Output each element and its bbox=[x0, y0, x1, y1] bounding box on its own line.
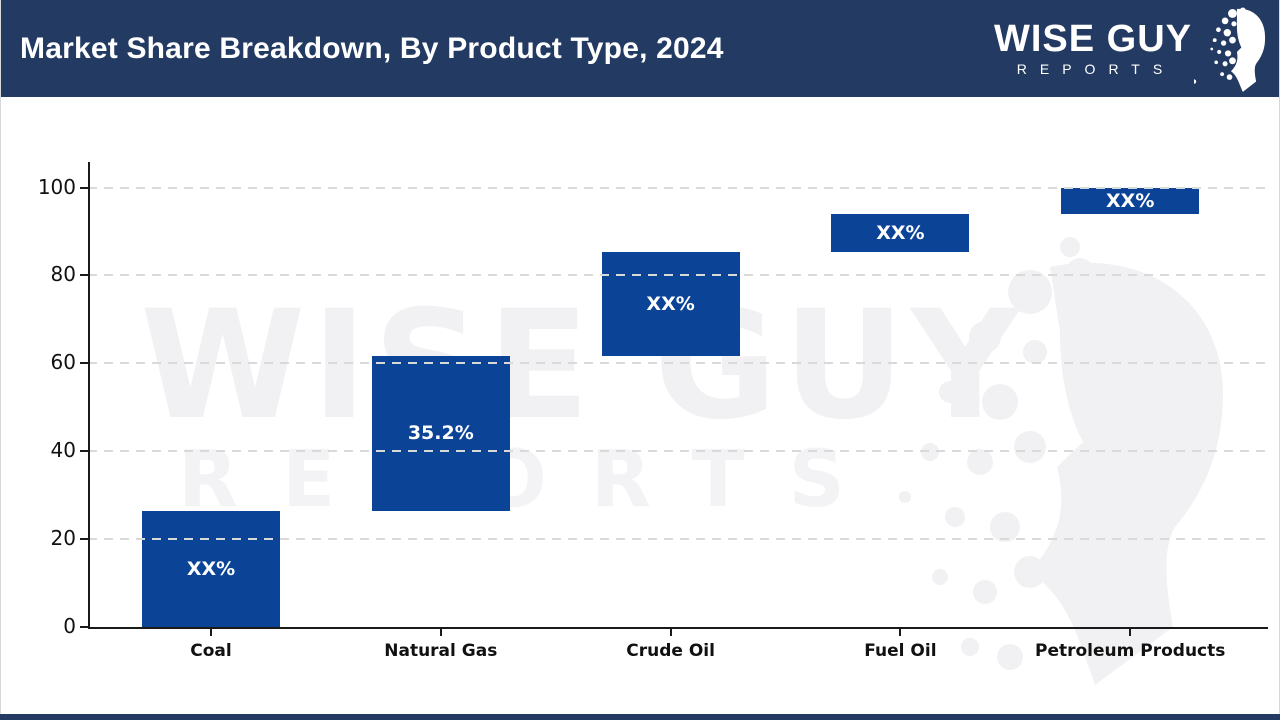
bar bbox=[1061, 187, 1200, 214]
bar bbox=[601, 251, 740, 356]
y-tick-label: 100 bbox=[37, 174, 76, 199]
y-tick-label: 0 bbox=[63, 614, 76, 638]
x-category-label: Coal bbox=[190, 641, 232, 661]
bar bbox=[831, 213, 970, 252]
y-tick-mark bbox=[80, 274, 88, 277]
bar-label: 35.2% bbox=[407, 422, 474, 445]
brand-logo-text: WISE GUY REPORTS bbox=[994, 20, 1192, 77]
gridline bbox=[88, 274, 1266, 277]
bar-label: XX% bbox=[646, 292, 695, 315]
x-tick-mark bbox=[1129, 629, 1132, 636]
y-tick-label: 80 bbox=[50, 262, 76, 287]
logo-face-icon bbox=[1194, 7, 1266, 92]
gridline bbox=[88, 450, 1266, 453]
footer-strip bbox=[0, 714, 1280, 720]
gridline bbox=[88, 186, 1266, 189]
bar-label: XX% bbox=[186, 557, 236, 580]
bar bbox=[371, 355, 510, 511]
gridline bbox=[88, 362, 1266, 365]
y-tick-mark bbox=[80, 362, 88, 365]
watermark-subtitle-text: REPORTS bbox=[178, 435, 889, 525]
y-axis-line bbox=[88, 162, 90, 629]
watermark-face-icon bbox=[899, 237, 1224, 685]
x-axis-line bbox=[88, 627, 1268, 629]
y-tick-label: 60 bbox=[50, 350, 76, 375]
x-category-label: Petroleum Products bbox=[1034, 641, 1226, 661]
brand-name: WISE GUY bbox=[993, 18, 1192, 60]
x-tick-mark bbox=[899, 629, 902, 636]
y-tick-mark bbox=[80, 626, 88, 628]
chart-area: WISE GUY REPORTS 0 20 40 60 80 100 XX% Coal 35.2… bbox=[0, 97, 1280, 714]
watermark: WISE GUY REPORTS bbox=[0, 97, 1280, 714]
y-tick-mark bbox=[80, 186, 88, 189]
y-tick-label: 40 bbox=[50, 438, 76, 463]
bar-label: XX% bbox=[1106, 189, 1155, 212]
watermark-brand-text: WISE GUY bbox=[140, 279, 1026, 453]
page-title: Market Share Breakdown, By Product Type,… bbox=[20, 31, 724, 65]
y-tick-label: 20 bbox=[50, 526, 76, 551]
y-tick-mark bbox=[80, 450, 88, 453]
x-category-label: Natural Gas bbox=[384, 641, 498, 661]
x-tick-mark bbox=[669, 629, 672, 636]
brand-subtitle: REPORTS bbox=[1016, 61, 1176, 77]
x-category-label: Fuel Oil bbox=[864, 641, 937, 661]
x-tick-mark bbox=[439, 629, 442, 636]
brand-logo: WISE GUY REPORTS bbox=[994, 0, 1268, 97]
gridline bbox=[88, 538, 1266, 541]
bar bbox=[142, 510, 280, 627]
header-bar: Market Share Breakdown, By Product Type,… bbox=[0, 0, 1280, 97]
y-tick-mark bbox=[80, 538, 88, 541]
x-category-label: Crude Oil bbox=[626, 641, 715, 661]
bar-label: XX% bbox=[876, 221, 925, 244]
x-tick-mark bbox=[210, 629, 212, 636]
